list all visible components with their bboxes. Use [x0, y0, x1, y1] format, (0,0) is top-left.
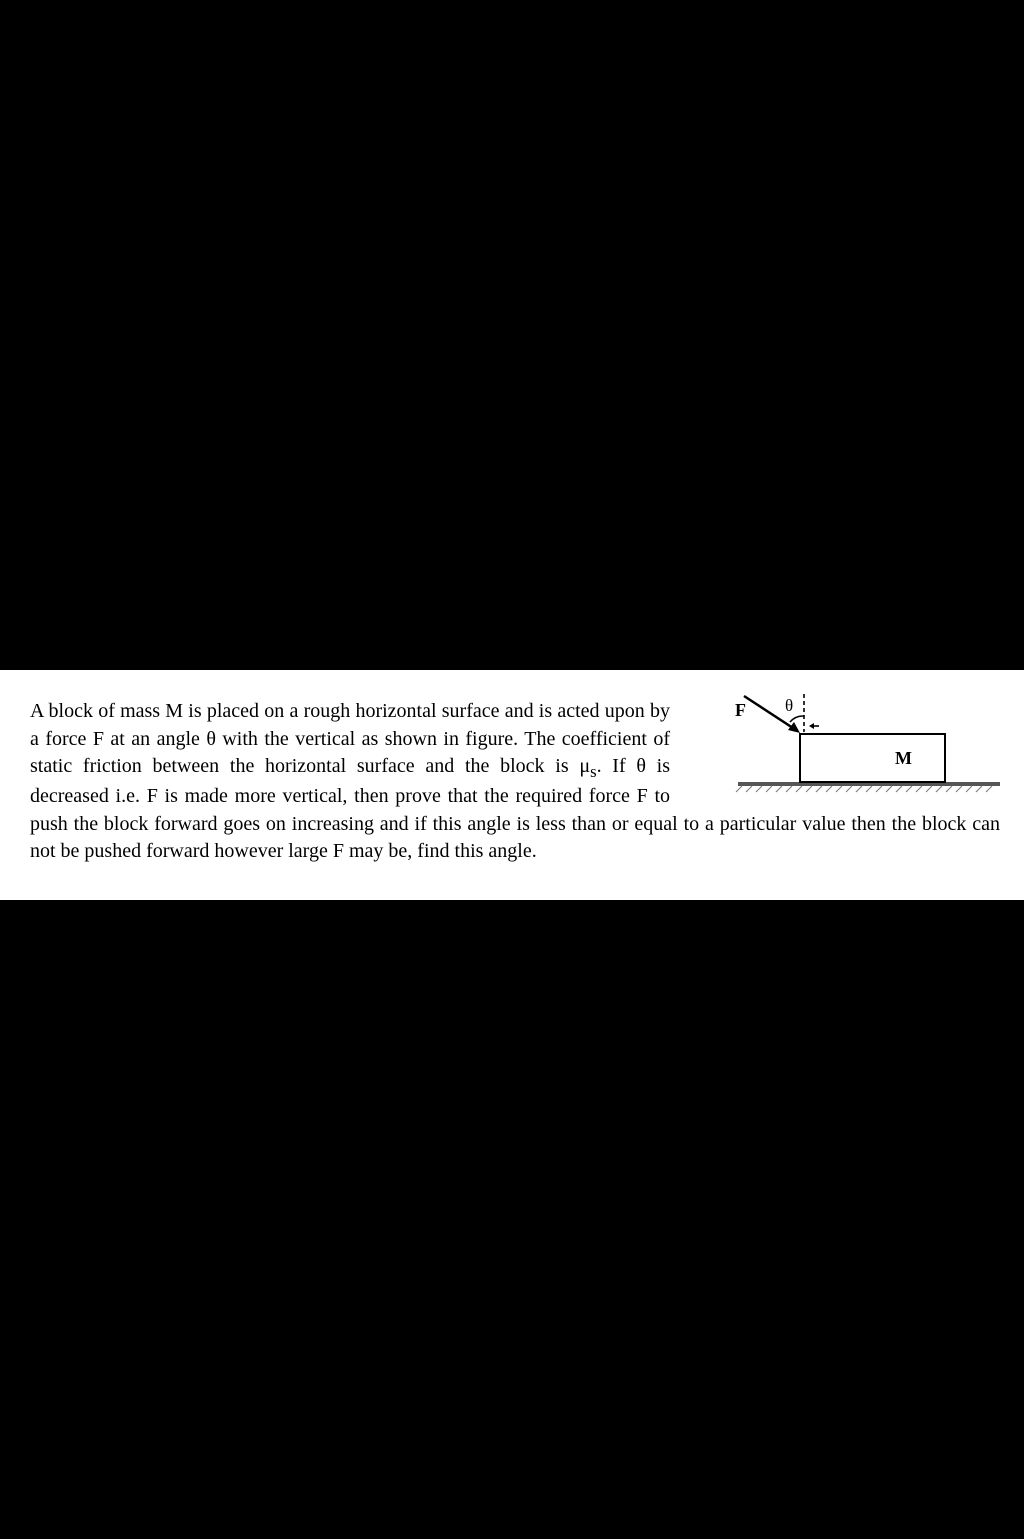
- content-wrap: F θ M A block of mass M is placed on a r…: [30, 698, 1000, 866]
- problem-text-before-mu: A block of mass M is placed on a rough h…: [30, 700, 670, 777]
- block-force-diagram: F θ M: [680, 694, 1000, 794]
- mu-symbol: μ: [579, 755, 590, 777]
- force-label: F: [735, 700, 746, 720]
- block-rect: [800, 734, 945, 782]
- physics-problem-page: F θ M A block of mass M is placed on a r…: [0, 670, 1024, 900]
- ground-hatch: [736, 784, 1000, 792]
- mass-label: M: [895, 748, 912, 768]
- direction-arrow: [809, 723, 819, 729]
- diagram-svg: F θ M: [680, 694, 1000, 794]
- angle-label: θ: [785, 696, 793, 715]
- angle-arc: [790, 716, 804, 722]
